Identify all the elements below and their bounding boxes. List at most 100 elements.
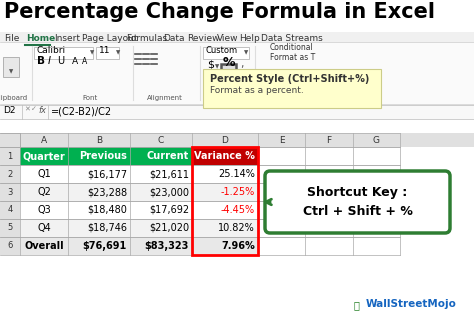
Text: Overall: Overall: [24, 241, 64, 251]
Text: ▼: ▼: [90, 50, 94, 55]
Text: Alignment: Alignment: [147, 95, 183, 101]
Text: Current: Current: [147, 151, 189, 161]
Text: Percent Style (Ctrl+Shift+%): Percent Style (Ctrl+Shift+%): [210, 74, 369, 84]
Text: Insert: Insert: [54, 34, 80, 43]
FancyBboxPatch shape: [97, 46, 119, 59]
Text: $21,020: $21,020: [149, 223, 189, 233]
Text: $18,746: $18,746: [87, 223, 127, 233]
Text: Ctrl + Shift + %: Ctrl + Shift + %: [302, 205, 412, 218]
Text: Font: Font: [82, 95, 98, 101]
Text: U: U: [57, 56, 64, 66]
FancyBboxPatch shape: [20, 147, 68, 165]
FancyBboxPatch shape: [20, 201, 68, 219]
Text: $76,691: $76,691: [83, 241, 127, 251]
Text: Format as a percent.: Format as a percent.: [210, 86, 304, 95]
FancyBboxPatch shape: [192, 183, 258, 201]
Text: 25.14%: 25.14%: [218, 169, 255, 179]
FancyBboxPatch shape: [0, 32, 474, 46]
FancyBboxPatch shape: [0, 237, 20, 255]
FancyBboxPatch shape: [0, 105, 474, 119]
Text: A: A: [72, 57, 78, 66]
FancyBboxPatch shape: [0, 219, 20, 237]
Text: 1: 1: [8, 151, 13, 160]
Text: Quarter: Quarter: [23, 151, 65, 161]
Text: fx: fx: [38, 106, 46, 115]
FancyBboxPatch shape: [20, 219, 68, 237]
Text: %: %: [223, 56, 235, 69]
Text: Shortcut Key :: Shortcut Key :: [307, 186, 408, 199]
Text: Clipboard: Clipboard: [0, 95, 27, 101]
Text: View: View: [217, 34, 238, 43]
FancyBboxPatch shape: [0, 42, 474, 104]
FancyBboxPatch shape: [20, 237, 68, 255]
Text: ,: ,: [240, 59, 244, 69]
Text: =(C2-B2)/C2: =(C2-B2)/C2: [51, 106, 112, 116]
Text: ▼: ▼: [215, 64, 219, 69]
FancyBboxPatch shape: [0, 165, 20, 183]
Text: D: D: [221, 136, 228, 145]
FancyBboxPatch shape: [0, 133, 474, 147]
FancyBboxPatch shape: [192, 147, 258, 165]
FancyBboxPatch shape: [192, 165, 258, 183]
Text: I: I: [48, 56, 51, 66]
FancyBboxPatch shape: [203, 46, 249, 59]
Text: Q4: Q4: [37, 223, 51, 233]
FancyBboxPatch shape: [68, 183, 130, 201]
Text: C: C: [158, 136, 164, 145]
Text: Previous: Previous: [79, 151, 127, 161]
Text: Conditional: Conditional: [270, 43, 314, 52]
Text: $23,288: $23,288: [87, 187, 127, 197]
FancyBboxPatch shape: [192, 237, 258, 255]
Text: Variance %: Variance %: [194, 151, 255, 161]
Text: Home: Home: [26, 34, 55, 43]
Text: Help: Help: [239, 34, 260, 43]
Text: 6: 6: [7, 242, 13, 251]
FancyBboxPatch shape: [221, 63, 237, 78]
Text: 11: 11: [99, 46, 110, 55]
Text: F: F: [327, 136, 331, 145]
Text: Custom: Custom: [206, 46, 238, 55]
Text: 7.96%: 7.96%: [221, 241, 255, 251]
FancyBboxPatch shape: [0, 147, 20, 165]
FancyBboxPatch shape: [192, 219, 258, 237]
Text: 3: 3: [7, 187, 13, 196]
Text: 🌿: 🌿: [353, 300, 359, 310]
Bar: [192, 147, 258, 255]
Text: ✕: ✕: [24, 106, 30, 112]
Text: 4: 4: [8, 205, 13, 214]
Text: A: A: [82, 57, 87, 66]
FancyBboxPatch shape: [35, 46, 93, 59]
Text: G: G: [373, 136, 380, 145]
Text: -1.25%: -1.25%: [221, 187, 255, 197]
FancyBboxPatch shape: [0, 201, 20, 219]
Text: Q1: Q1: [37, 169, 51, 179]
Text: Q2: Q2: [37, 187, 51, 197]
FancyBboxPatch shape: [3, 57, 19, 77]
FancyBboxPatch shape: [0, 183, 20, 201]
Text: ▼: ▼: [116, 50, 120, 55]
FancyBboxPatch shape: [20, 183, 68, 201]
Text: 5: 5: [8, 223, 13, 232]
Text: Data Streams: Data Streams: [261, 34, 323, 43]
FancyBboxPatch shape: [130, 219, 192, 237]
Text: D2: D2: [3, 106, 16, 115]
Text: $: $: [207, 59, 214, 69]
Text: $17,692: $17,692: [149, 205, 189, 215]
Text: A: A: [41, 136, 47, 145]
Text: Page Layout: Page Layout: [82, 34, 137, 43]
Text: Q3: Q3: [37, 205, 51, 215]
Text: $23,000: $23,000: [149, 187, 189, 197]
FancyBboxPatch shape: [130, 201, 192, 219]
Text: B: B: [96, 136, 102, 145]
FancyBboxPatch shape: [68, 237, 130, 255]
Text: 2: 2: [8, 169, 13, 178]
FancyBboxPatch shape: [130, 165, 192, 183]
Text: -4.45%: -4.45%: [221, 205, 255, 215]
Text: ✓: ✓: [31, 106, 37, 112]
Text: B: B: [37, 56, 45, 66]
FancyBboxPatch shape: [68, 147, 130, 165]
Text: ▼: ▼: [9, 69, 13, 74]
FancyBboxPatch shape: [68, 165, 130, 183]
FancyBboxPatch shape: [130, 147, 192, 165]
Text: Calibri: Calibri: [37, 46, 66, 55]
